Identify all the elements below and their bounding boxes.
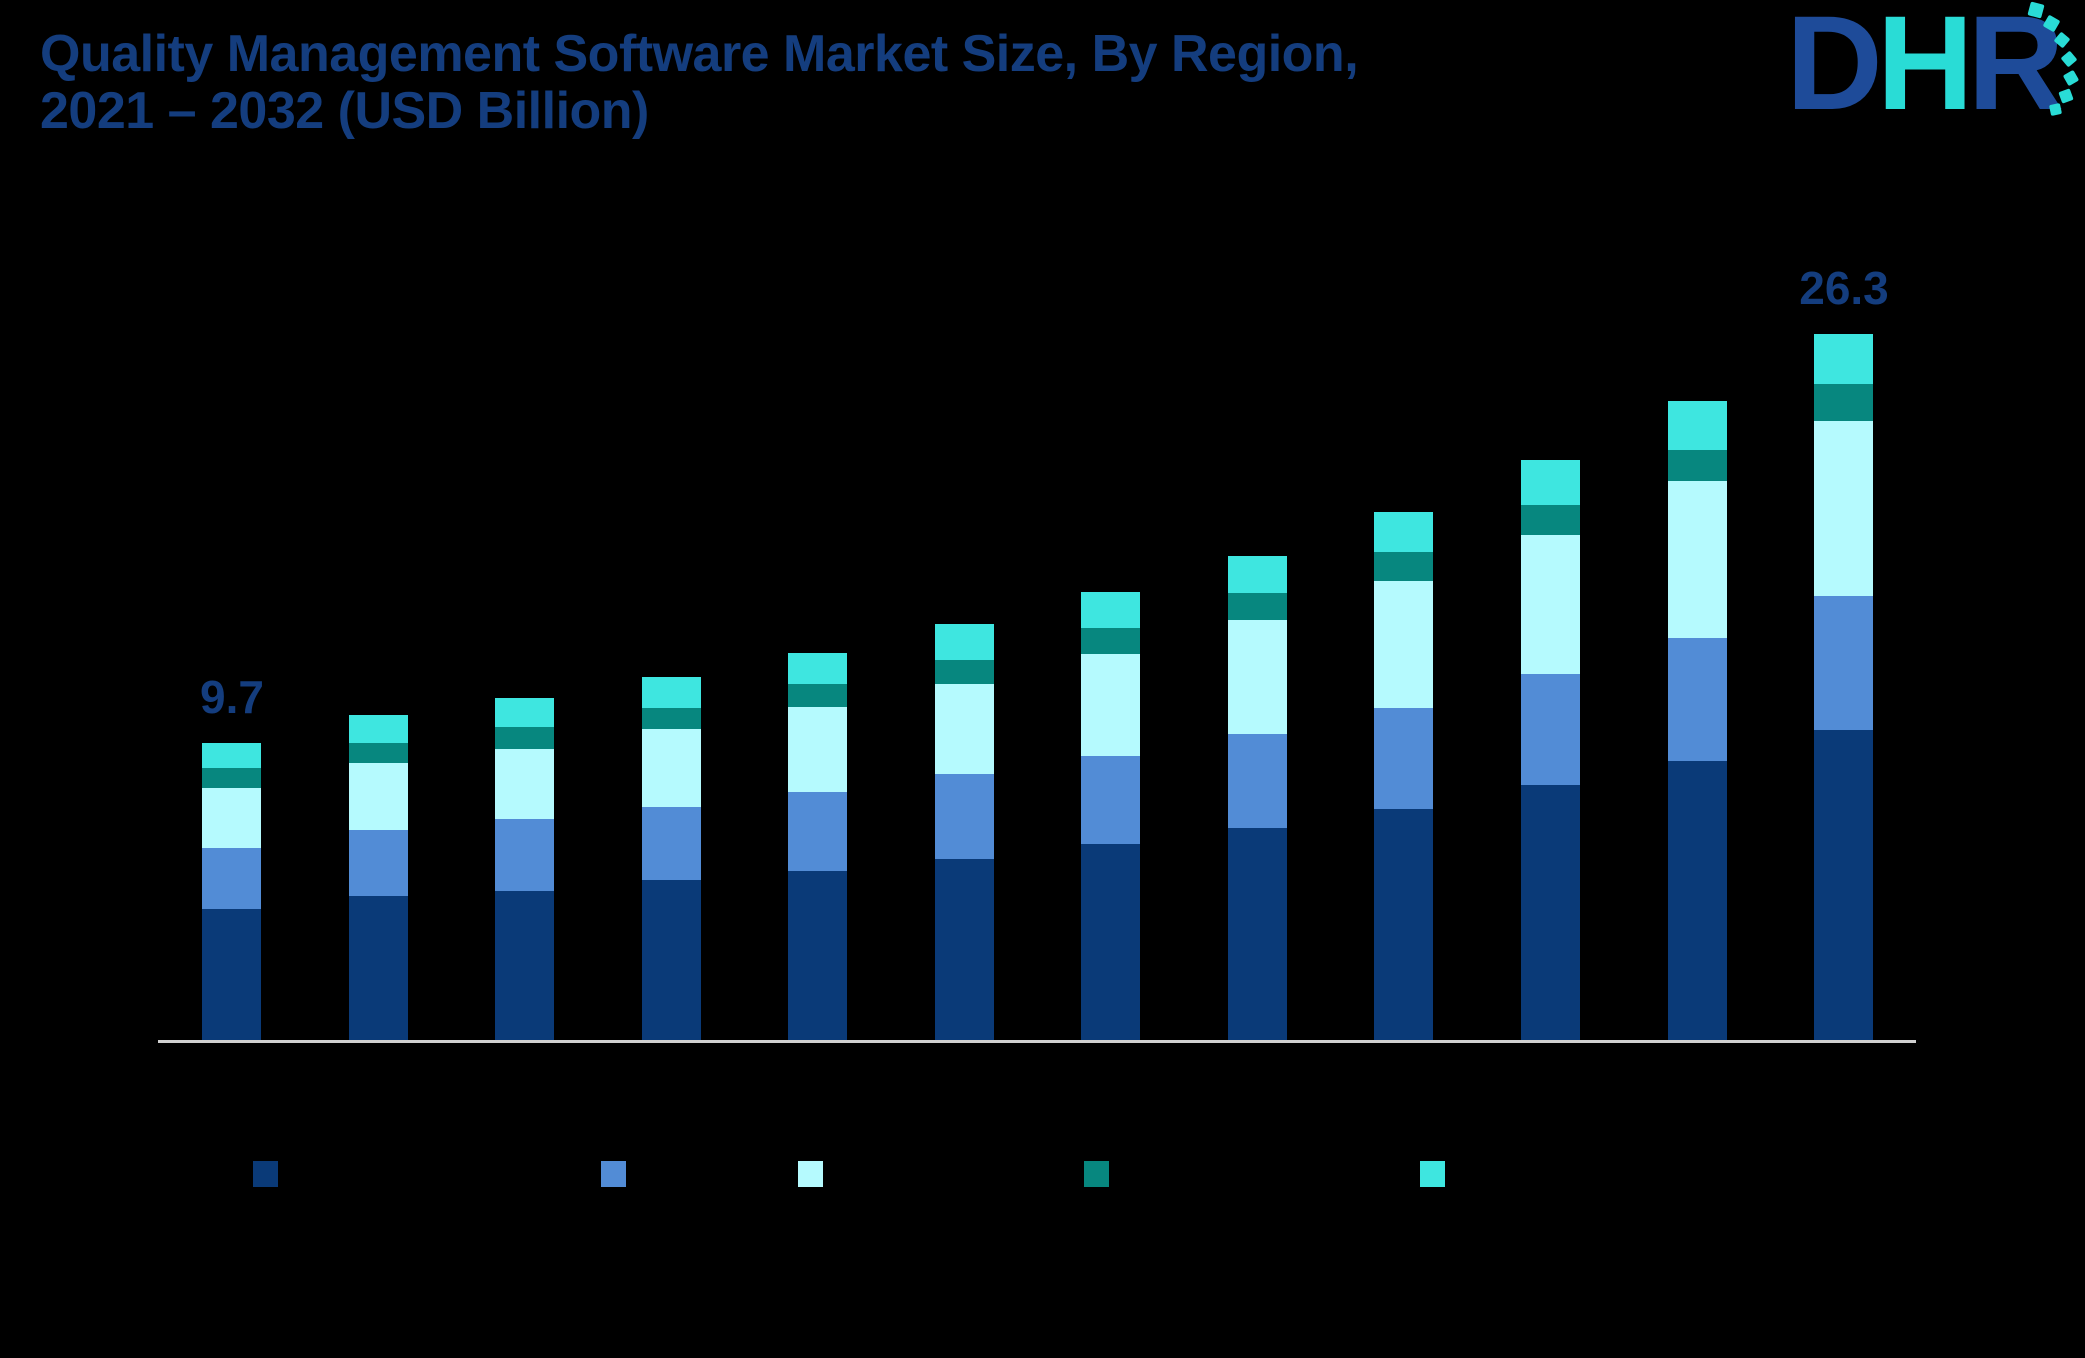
bar-segment-2027-series-2-medium-blue	[1081, 756, 1140, 844]
bar-segment-2024-series-3-pale-cyan	[642, 729, 701, 807]
bar-segment-2029-series-2-medium-blue	[1374, 708, 1433, 809]
bar-segment-2024-series-5-top-turquoise	[642, 677, 701, 708]
chart-title-line-2: 2021 – 2032 (USD Billion)	[40, 82, 649, 140]
bar-segment-2024-series-4-dark-teal	[642, 708, 701, 729]
bar-segment-2021-series-4-dark-teal	[202, 768, 261, 788]
bar-segment-2026-series-3-pale-cyan	[935, 684, 994, 774]
bar-segment-2022-series-5-top-turquoise	[349, 715, 408, 743]
bar-2030	[1521, 460, 1580, 1040]
bar-segment-2031-series-3-pale-cyan	[1668, 481, 1727, 638]
bar-segment-2025-series-2-medium-blue	[788, 792, 847, 871]
bar-segment-2032-series-2-medium-blue	[1814, 596, 1873, 730]
bar-2031	[1668, 401, 1727, 1040]
bar-segment-2032-series-4-dark-teal	[1814, 384, 1873, 421]
bar-segment-2022-series-2-medium-blue	[349, 830, 408, 896]
bar-2025	[788, 653, 847, 1040]
bar-segment-2021-series-1-bottom-navy	[202, 909, 261, 1040]
legend-swatch-3	[798, 1161, 823, 1187]
bar-2024	[642, 677, 701, 1040]
bar-2023	[495, 698, 554, 1040]
bar-segment-2026-series-4-dark-teal	[935, 660, 994, 684]
legend-swatch-5	[1420, 1161, 1445, 1187]
bar-total-label-2021: 9.7	[200, 671, 264, 723]
bar-segment-2029-series-4-dark-teal	[1374, 552, 1433, 581]
bar-segment-2028-series-5-top-turquoise	[1228, 556, 1287, 593]
bar-segment-2031-series-1-bottom-navy	[1668, 761, 1727, 1040]
bar-segment-2027-series-1-bottom-navy	[1081, 844, 1140, 1040]
bar-segment-2029-series-3-pale-cyan	[1374, 581, 1433, 708]
bar-segment-2028-series-3-pale-cyan	[1228, 620, 1287, 734]
bar-segment-2028-series-4-dark-teal	[1228, 593, 1287, 620]
bar-segment-2023-series-3-pale-cyan	[495, 749, 554, 819]
bar-segment-2030-series-2-medium-blue	[1521, 674, 1580, 785]
bar-segment-2023-series-1-bottom-navy	[495, 891, 554, 1040]
bar-segment-2025-series-3-pale-cyan	[788, 707, 847, 792]
bar-segment-2023-series-5-top-turquoise	[495, 698, 554, 727]
bar-2032	[1814, 334, 1873, 1040]
chart-title: Quality Management Software Market Size,…	[40, 25, 1359, 140]
bar-segment-2024-series-2-medium-blue	[642, 807, 701, 880]
legend-swatch-2	[601, 1161, 626, 1187]
chart-title-line-1: Quality Management Software Market Size,…	[40, 25, 1359, 83]
bar-segment-2030-series-3-pale-cyan	[1521, 535, 1580, 674]
bar-segment-2032-series-5-top-turquoise	[1814, 334, 1873, 384]
logo-letter-h: H	[1876, 0, 1974, 138]
bar-segment-2027-series-5-top-turquoise	[1081, 592, 1140, 628]
bar-total-label-2032: 26.3	[1799, 262, 1889, 314]
bar-segment-2031-series-2-medium-blue	[1668, 638, 1727, 761]
bar-2028	[1228, 556, 1287, 1040]
bar-segment-2026-series-5-top-turquoise	[935, 624, 994, 660]
bar-2026	[935, 624, 994, 1040]
bar-segment-2021-series-3-pale-cyan	[202, 788, 261, 848]
bar-segment-2023-series-4-dark-teal	[495, 727, 554, 749]
bar-segment-2032-series-1-bottom-navy	[1814, 730, 1873, 1040]
bar-segment-2030-series-5-top-turquoise	[1521, 460, 1580, 505]
dhr-logo-letters: DHR	[1786, 0, 2085, 131]
bar-segment-2025-series-1-bottom-navy	[788, 871, 847, 1040]
bar-segment-2024-series-1-bottom-navy	[642, 880, 701, 1040]
bar-segment-2028-series-2-medium-blue	[1228, 734, 1287, 828]
bar-segment-2032-series-3-pale-cyan	[1814, 421, 1873, 596]
bar-2027	[1081, 592, 1140, 1040]
bar-2022	[349, 715, 408, 1040]
dhr-logo: DHR	[1786, 0, 2085, 137]
bar-segment-2031-series-4-dark-teal	[1668, 450, 1727, 481]
bar-segment-2026-series-2-medium-blue	[935, 774, 994, 859]
x-axis-line	[158, 1040, 1916, 1043]
bar-2021	[202, 743, 261, 1040]
bar-segment-2029-series-5-top-turquoise	[1374, 512, 1433, 552]
bar-segment-2027-series-4-dark-teal	[1081, 628, 1140, 654]
bar-segment-2021-series-2-medium-blue	[202, 848, 261, 909]
bar-segment-2025-series-5-top-turquoise	[788, 653, 847, 684]
bar-segment-2028-series-1-bottom-navy	[1228, 828, 1287, 1040]
bar-segment-2021-series-5-top-turquoise	[202, 743, 261, 768]
bar-segment-2030-series-4-dark-teal	[1521, 505, 1580, 535]
bar-segment-2022-series-3-pale-cyan	[349, 763, 408, 830]
bar-segment-2027-series-3-pale-cyan	[1081, 654, 1140, 756]
bar-segment-2031-series-5-top-turquoise	[1668, 401, 1727, 450]
bar-segment-2030-series-1-bottom-navy	[1521, 785, 1580, 1040]
bar-segment-2025-series-4-dark-teal	[788, 684, 847, 707]
bar-segment-2022-series-1-bottom-navy	[349, 896, 408, 1040]
logo-letter-d: D	[1786, 0, 1883, 138]
bar-segment-2026-series-1-bottom-navy	[935, 859, 994, 1040]
legend-swatch-1	[253, 1161, 278, 1187]
bar-2029	[1374, 512, 1433, 1040]
bar-segment-2022-series-4-dark-teal	[349, 743, 408, 763]
bar-segment-2029-series-1-bottom-navy	[1374, 809, 1433, 1040]
bar-segment-2023-series-2-medium-blue	[495, 819, 554, 891]
legend-swatch-4	[1084, 1161, 1109, 1187]
